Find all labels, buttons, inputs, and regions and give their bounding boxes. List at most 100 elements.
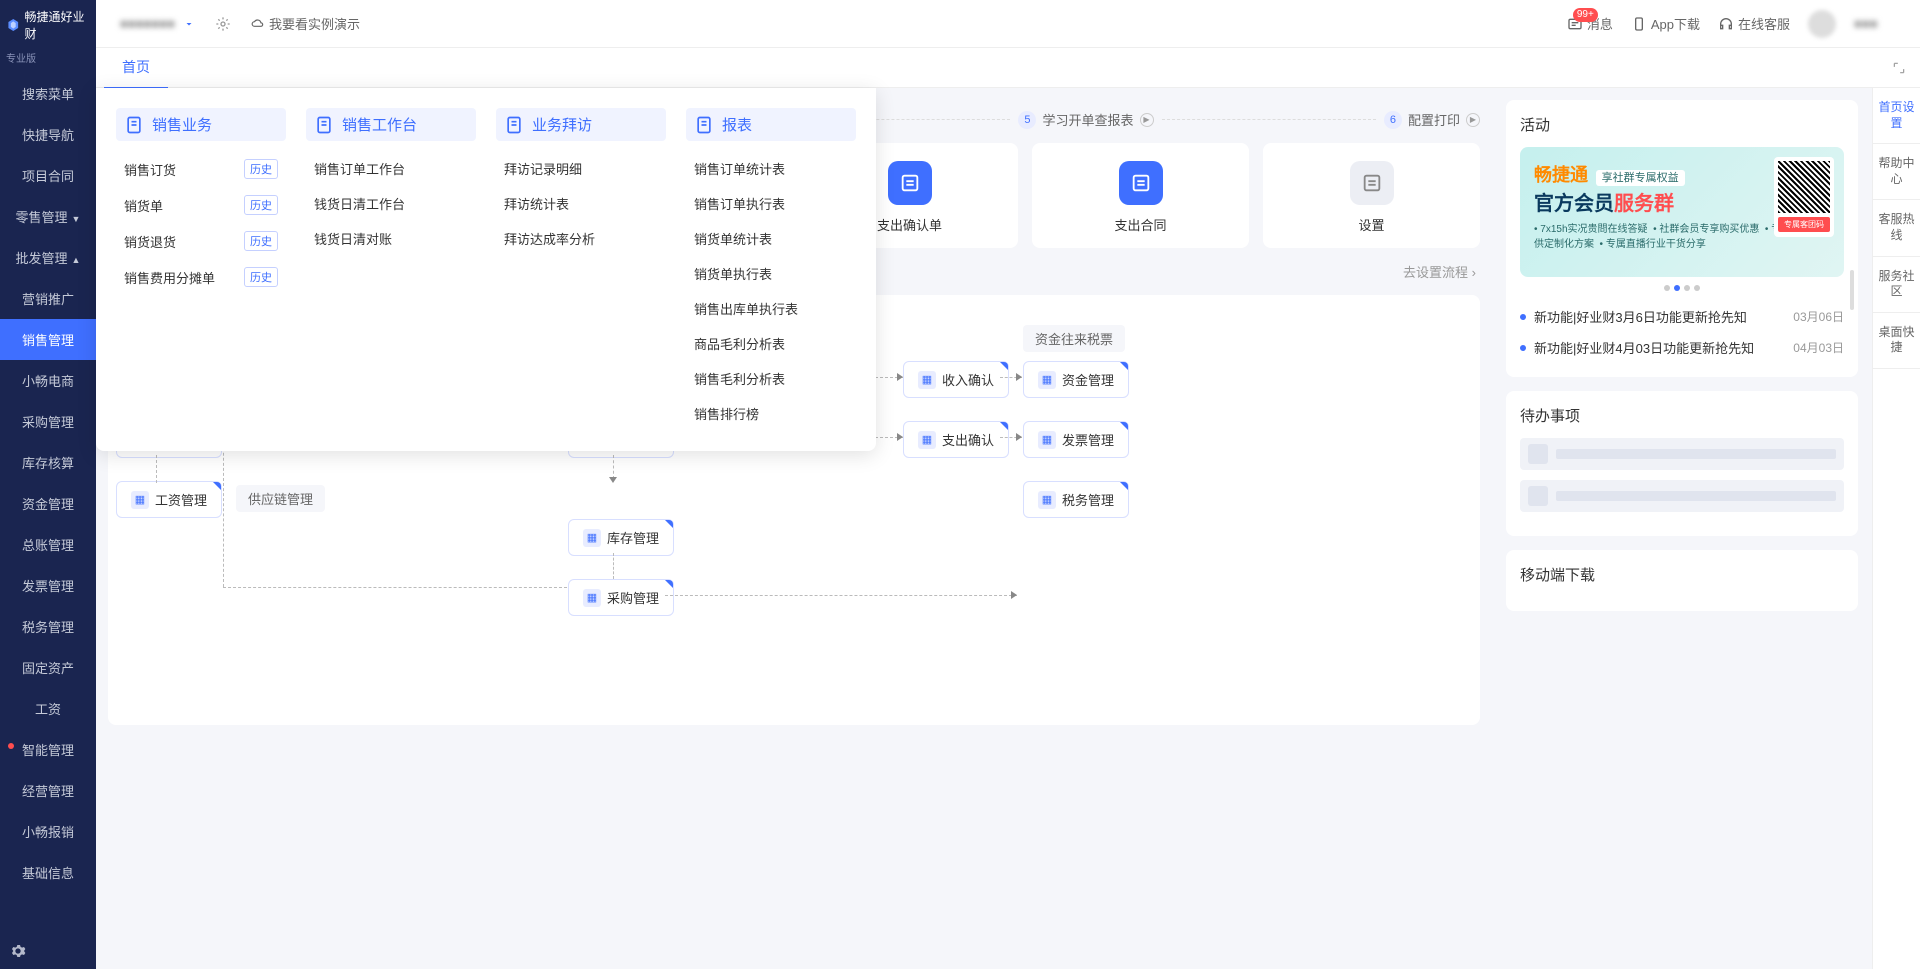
play-icon: ▶ <box>1140 113 1154 127</box>
mega-item-销售订单统计表[interactable]: 销售订单统计表 <box>686 151 856 186</box>
node-invoice[interactable]: ▦发票管理 <box>1023 421 1129 458</box>
mega-item-拜访统计表[interactable]: 拜访统计表 <box>496 186 666 221</box>
news-item[interactable]: 新功能|好业财3月6日功能更新抢先知03月06日 <box>1520 301 1844 332</box>
node-purchase[interactable]: ▦采购管理 <box>568 579 674 616</box>
mega-item-销售订单执行表[interactable]: 销售订单执行表 <box>686 186 856 221</box>
chevron-up-icon: ▲ <box>72 255 81 265</box>
sidebar-item-库存核算[interactable]: 库存核算 <box>0 442 96 483</box>
news-item[interactable]: 新功能|好业财4月03日功能更新抢先知04月03日 <box>1520 332 1844 363</box>
dot-icon <box>1520 314 1526 320</box>
sidebar-item-项目合同[interactable]: 项目合同 <box>0 155 96 196</box>
sidebar: 畅捷通好业财 专业版 搜索菜单快捷导航项目合同零售管理▼批发管理▲营销推广销售管… <box>0 0 96 969</box>
sidebar-item-经营管理[interactable]: 经营管理 <box>0 770 96 811</box>
sidebar-item-销售管理[interactable]: 销售管理 <box>0 319 96 360</box>
demo-link[interactable]: 我要看实例演示 <box>251 14 360 33</box>
sidebar-item-零售管理[interactable]: 零售管理▼ <box>0 196 96 237</box>
side-btn-3[interactable]: 服务社区 <box>1873 257 1920 313</box>
tab-home[interactable]: 首页 <box>104 47 168 89</box>
sidebar-item-发票管理[interactable]: 发票管理 <box>0 565 96 606</box>
mega-header: 销售业务 <box>116 108 286 141</box>
activity-card: 活动 畅捷通 享社群专属权益 官方会员服务群 • 7x15h实况贵問在线答疑 •… <box>1506 100 1858 377</box>
mega-item-销售毛利分析表[interactable]: 销售毛利分析表 <box>686 361 856 396</box>
username: ■■■ <box>1854 16 1904 31</box>
brand-sub: 专业版 <box>0 50 96 73</box>
node-inventory[interactable]: ▦库存管理 <box>568 519 674 556</box>
play-icon: ▶ <box>1466 113 1480 127</box>
side-btn-1[interactable]: 帮助中心 <box>1873 144 1920 200</box>
side-btn-4[interactable]: 桌面快捷 <box>1873 313 1920 369</box>
mobile-title: 移动端下载 <box>1520 564 1844 585</box>
mobile-card: 移动端下载 <box>1506 550 1858 611</box>
side-btn-0[interactable]: 首页设置 <box>1873 88 1920 144</box>
mega-item-销货单执行表[interactable]: 销货单执行表 <box>686 256 856 291</box>
mega-item-销售排行榜[interactable]: 销售排行榜 <box>686 396 856 431</box>
step-6[interactable]: 6配置打印▶ <box>1384 110 1480 129</box>
node-fund[interactable]: ▦资金管理 <box>1023 361 1129 398</box>
node-salary[interactable]: ▦工资管理 <box>116 481 222 518</box>
sidebar-item-营销推广[interactable]: 营销推广 <box>0 278 96 319</box>
chevron-down-icon <box>183 18 195 30</box>
sidebar-item-小畅报销[interactable]: 小畅报销 <box>0 811 96 852</box>
avatar[interactable] <box>1808 10 1836 38</box>
cloud-icon <box>251 17 265 31</box>
tabs-bar: 首页 <box>96 48 1920 88</box>
sidebar-item-采购管理[interactable]: 采购管理 <box>0 401 96 442</box>
promo-qr: 专属客团码 <box>1774 157 1834 237</box>
step-5[interactable]: 5学习开单查报表▶ <box>1018 110 1153 129</box>
sidebar-item-税务管理[interactable]: 税务管理 <box>0 606 96 647</box>
config-flow-link[interactable]: 去设置流程 › <box>1403 262 1476 281</box>
mega-item-拜访记录明细[interactable]: 拜访记录明细 <box>496 151 666 186</box>
node-tax[interactable]: ▦税务管理 <box>1023 481 1129 518</box>
sidebar-item-总账管理[interactable]: 总账管理 <box>0 524 96 565</box>
sidebar-item-智能管理[interactable]: 智能管理 <box>0 729 96 770</box>
news-scrollbar[interactable] <box>1850 270 1854 310</box>
org-selector[interactable]: ■■■■■■■ <box>112 12 203 35</box>
mega-item-销货单统计表[interactable]: 销货单统计表 <box>686 221 856 256</box>
quick-支出合同[interactable]: 支出合同 <box>1032 143 1249 248</box>
brand-logo: 畅捷通好业财 <box>0 0 96 50</box>
sidebar-item-基础信息[interactable]: 基础信息 <box>0 852 96 893</box>
node-income-confirm[interactable]: ▦收入确认 <box>903 361 1009 398</box>
mega-item-销货单[interactable]: 销货单历史 <box>116 187 286 223</box>
sidebar-settings[interactable] <box>0 933 96 969</box>
sidebar-item-工资[interactable]: 工资 <box>0 688 96 729</box>
mega-item-销售出库单执行表[interactable]: 销售出库单执行表 <box>686 291 856 326</box>
mega-item-商品毛利分析表[interactable]: 商品毛利分析表 <box>686 326 856 361</box>
mega-col-销售工作台: 销售工作台销售订单工作台钱货日清工作台钱货日清对账 <box>296 108 486 431</box>
expand-button[interactable] <box>1886 55 1912 81</box>
history-badge[interactable]: 历史 <box>244 159 278 179</box>
history-badge[interactable]: 历史 <box>244 267 278 287</box>
sidebar-item-固定资产[interactable]: 固定资产 <box>0 647 96 688</box>
mega-item-销售订单工作台[interactable]: 销售订单工作台 <box>306 151 476 186</box>
sidebar-item-批发管理[interactable]: 批发管理▲ <box>0 237 96 278</box>
mega-header: 业务拜访 <box>496 108 666 141</box>
sidebar-item-小畅电商[interactable]: 小畅电商 <box>0 360 96 401</box>
settings-icon[interactable] <box>215 16 231 32</box>
mega-item-拜访达成率分析[interactable]: 拜访达成率分析 <box>496 221 666 256</box>
skeleton-row <box>1520 480 1844 512</box>
mega-item-钱货日清对账[interactable]: 钱货日清对账 <box>306 221 476 256</box>
node-expense-confirm[interactable]: ▦支出确认 <box>903 421 1009 458</box>
mega-item-钱货日清工作台[interactable]: 钱货日清工作台 <box>306 186 476 221</box>
service-button[interactable]: 在线客服 <box>1718 14 1790 33</box>
history-badge[interactable]: 历史 <box>244 195 278 215</box>
carousel-dots[interactable] <box>1520 285 1844 291</box>
sidebar-item-搜索菜单[interactable]: 搜索菜单 <box>0 73 96 114</box>
topbar: ■■■■■■■ 我要看实例演示 99+ 消息 App下载 <box>96 0 1920 48</box>
mega-item-销售订货[interactable]: 销售订货历史 <box>116 151 286 187</box>
sidebar-item-快捷导航[interactable]: 快捷导航 <box>0 114 96 155</box>
mega-col-报表: 报表销售订单统计表销售订单执行表销货单统计表销货单执行表销售出库单执行表商品毛利… <box>676 108 866 431</box>
expand-icon <box>1892 61 1906 75</box>
side-btn-2[interactable]: 客服热线 <box>1873 200 1920 256</box>
pending-title: 待办事项 <box>1520 405 1844 426</box>
skeleton-row <box>1520 438 1844 470</box>
promo-banner[interactable]: 畅捷通 享社群专属权益 官方会员服务群 • 7x15h实况贵問在线答疑 • 社群… <box>1520 147 1844 277</box>
mega-item-销售费用分摊单[interactable]: 销售费用分摊单历史 <box>116 259 286 295</box>
sidebar-item-资金管理[interactable]: 资金管理 <box>0 483 96 524</box>
msg-button[interactable]: 99+ 消息 <box>1567 14 1613 33</box>
quick-设置[interactable]: 设置 <box>1263 143 1480 248</box>
app-button[interactable]: App下载 <box>1631 14 1700 33</box>
history-badge[interactable]: 历史 <box>244 231 278 251</box>
mega-item-销货退货[interactable]: 销货退货历史 <box>116 223 286 259</box>
mega-header: 报表 <box>686 108 856 141</box>
